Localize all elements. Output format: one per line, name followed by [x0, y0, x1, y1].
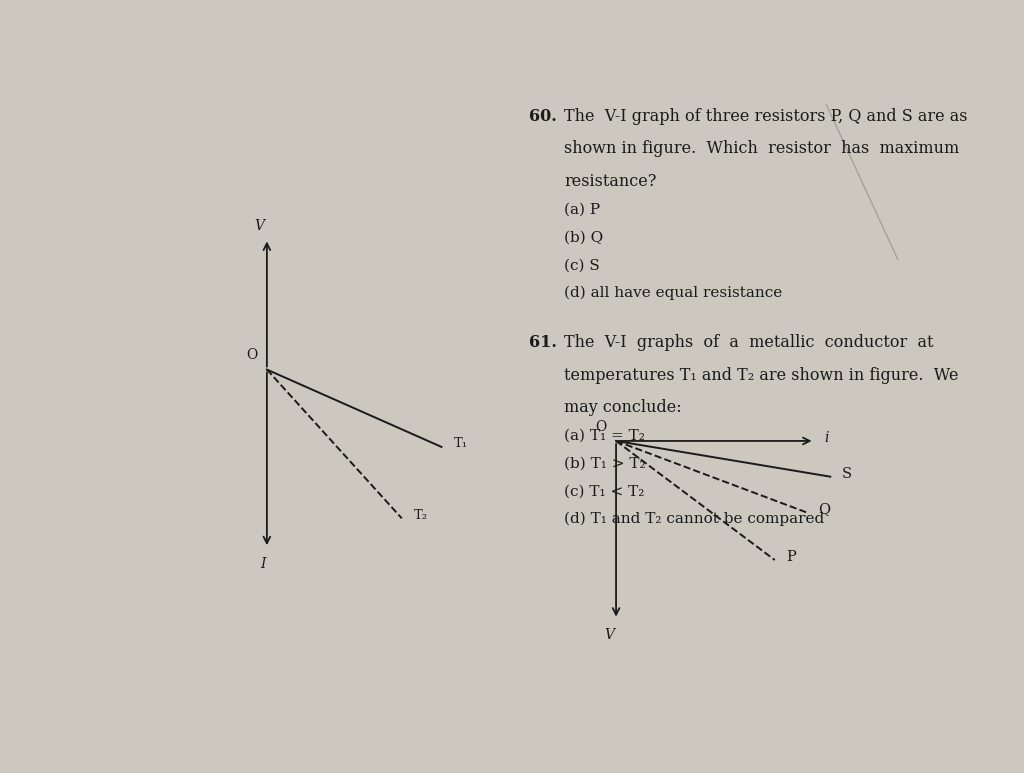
Text: (d) all have equal resistance: (d) all have equal resistance	[564, 285, 782, 300]
Text: 61.: 61.	[528, 334, 557, 351]
Text: T₁: T₁	[454, 438, 467, 451]
Text: S: S	[842, 467, 852, 481]
Text: T₂: T₂	[414, 509, 428, 522]
Text: temperatures T₁ and T₂ are shown in figure.  We: temperatures T₁ and T₂ are shown in figu…	[564, 366, 959, 383]
Text: (c) T₁ < T₂: (c) T₁ < T₂	[564, 485, 645, 499]
Text: shown in figure.  Which  resistor  has  maximum: shown in figure. Which resistor has maxi…	[564, 141, 959, 158]
Text: resistance?: resistance?	[564, 173, 656, 190]
Text: Q: Q	[818, 502, 830, 516]
Text: may conclude:: may conclude:	[564, 400, 682, 417]
Text: (d) T₁ and T₂ cannot be compared: (d) T₁ and T₂ cannot be compared	[564, 512, 824, 526]
Text: I: I	[260, 557, 265, 571]
Text: i: i	[824, 431, 828, 445]
Text: (a) P: (a) P	[564, 203, 601, 217]
Text: O: O	[595, 420, 606, 434]
Text: (c) S: (c) S	[564, 258, 600, 272]
Text: (b) T₁ > T₂: (b) T₁ > T₂	[564, 457, 646, 471]
Text: The  V-I  graphs  of  a  metallic  conductor  at: The V-I graphs of a metallic conductor a…	[564, 334, 934, 351]
Text: V: V	[254, 219, 264, 233]
Text: O: O	[246, 349, 257, 363]
Text: 60.: 60.	[528, 107, 556, 124]
Text: (b) Q: (b) Q	[564, 231, 604, 245]
Text: V: V	[605, 628, 614, 642]
Text: The  V-I graph of three resistors P, Q and S are as: The V-I graph of three resistors P, Q an…	[564, 107, 968, 124]
Text: (a) T₁ = T₂: (a) T₁ = T₂	[564, 429, 645, 443]
Text: P: P	[786, 550, 797, 564]
